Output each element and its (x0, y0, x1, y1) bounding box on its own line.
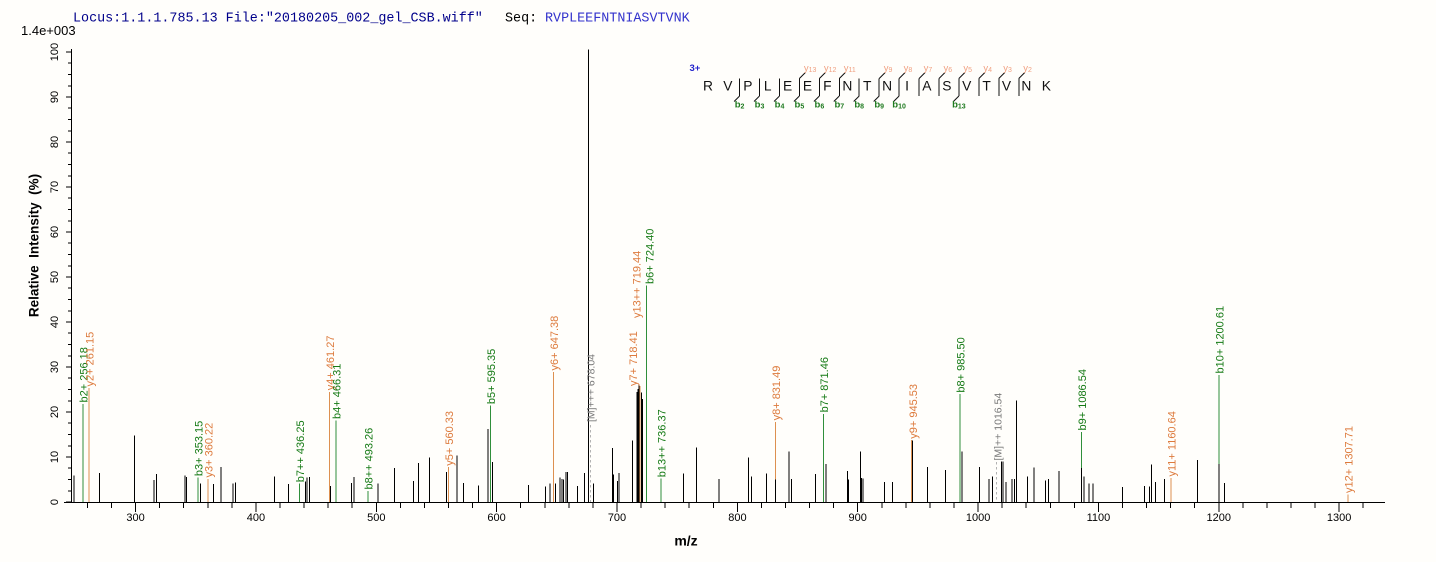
svg-text:b9: b9 (874, 100, 884, 111)
svg-text:y11: y11 (844, 63, 856, 74)
svg-text:S: S (942, 79, 951, 94)
svg-text:y6+ 647.38: y6+ 647.38 (549, 316, 561, 371)
svg-text:500: 500 (367, 512, 385, 524)
svg-text:600: 600 (487, 512, 505, 524)
svg-text:30: 30 (49, 361, 61, 373)
svg-text:K: K (1042, 79, 1052, 94)
svg-text:[M]++ 1016.54: [M]++ 1016.54 (993, 393, 1005, 461)
svg-text:y4: y4 (983, 63, 992, 74)
svg-text:1000: 1000 (966, 512, 990, 524)
svg-text:y7+ 718.41: y7+ 718.41 (628, 331, 640, 386)
svg-text:50: 50 (49, 271, 61, 283)
svg-text:b2: b2 (735, 100, 745, 111)
svg-text:y5: y5 (963, 63, 972, 74)
svg-text:I: I (905, 79, 909, 94)
svg-text:y9+ 945.53: y9+ 945.53 (908, 384, 920, 439)
svg-text:b4: b4 (775, 100, 785, 111)
svg-text:y11+ 1160.64: y11+ 1160.64 (1166, 411, 1178, 476)
svg-text:N: N (1021, 79, 1031, 94)
svg-text:80: 80 (49, 136, 61, 148)
svg-text:y2+ 261.15: y2+ 261.15 (84, 332, 96, 387)
svg-text:F: F (823, 79, 831, 94)
svg-text:10: 10 (49, 451, 61, 463)
svg-text:1.4e+003: 1.4e+003 (21, 23, 76, 38)
svg-text:900: 900 (849, 512, 867, 524)
svg-text:Locus:1.1.1.785.13 File:"20180: Locus:1.1.1.785.13 File:"20180205_002_ge… (73, 12, 691, 27)
svg-text:90: 90 (49, 91, 61, 103)
svg-text:V: V (1002, 79, 1012, 94)
svg-text:y3: y3 (1003, 63, 1012, 74)
svg-text:3+: 3+ (690, 63, 701, 74)
svg-text:b8: b8 (854, 100, 864, 111)
svg-text:y12+ 1307.71: y12+ 1307.71 (1344, 426, 1356, 493)
svg-text:b3+ 353.15: b3+ 353.15 (194, 421, 206, 476)
svg-text:1100: 1100 (1087, 512, 1111, 524)
svg-text:y8: y8 (904, 63, 913, 74)
svg-text:y7: y7 (924, 63, 933, 74)
svg-text:b7++ 436.25: b7++ 436.25 (295, 420, 307, 482)
svg-text:700: 700 (608, 512, 626, 524)
svg-text:A: A (922, 79, 932, 94)
svg-text:b2+ 256.18: b2+ 256.18 (78, 347, 90, 402)
svg-text:y9: y9 (884, 63, 893, 74)
svg-text:N: N (842, 79, 852, 94)
svg-text:b6+ 724.40: b6+ 724.40 (644, 229, 656, 284)
svg-text:P: P (743, 79, 752, 94)
svg-text:N: N (882, 79, 892, 94)
svg-text:40: 40 (49, 316, 61, 328)
svg-text:400: 400 (247, 512, 265, 524)
svg-text:V: V (962, 79, 972, 94)
svg-text:m/z: m/z (674, 533, 697, 549)
svg-text:b5: b5 (795, 100, 805, 111)
svg-text:b7+ 871.46: b7+ 871.46 (819, 357, 831, 412)
svg-text:b13: b13 (952, 100, 966, 111)
svg-text:T: T (863, 79, 872, 94)
svg-text:b3: b3 (755, 100, 765, 111)
svg-text:b5+ 595.35: b5+ 595.35 (486, 349, 498, 404)
svg-text:T: T (982, 79, 991, 94)
svg-text:b10: b10 (892, 100, 906, 111)
svg-text:60: 60 (49, 226, 61, 238)
svg-text:b8+ 985.50: b8+ 985.50 (956, 337, 968, 392)
svg-text:[M]+++ 678.04: [M]+++ 678.04 (586, 354, 598, 422)
svg-text:y4+ 461.27: y4+ 461.27 (325, 336, 337, 391)
svg-text:y13: y13 (804, 63, 817, 74)
svg-text:R: R (703, 79, 713, 94)
svg-text:y8+ 831.49: y8+ 831.49 (771, 366, 783, 421)
svg-text:y3+ 360.22: y3+ 360.22 (204, 423, 216, 478)
svg-text:y13++ 719.44: y13++ 719.44 (632, 251, 644, 318)
svg-text:V: V (723, 79, 733, 94)
svg-text:L: L (764, 79, 772, 94)
svg-text:b8++ 493.26: b8++ 493.26 (364, 428, 376, 490)
svg-text:E: E (803, 79, 812, 94)
svg-text:Relative Intensity (%): Relative Intensity (%) (27, 174, 42, 317)
svg-text:300: 300 (126, 512, 144, 524)
svg-text:20: 20 (49, 406, 61, 418)
svg-text:b9+ 1086.54: b9+ 1086.54 (1077, 369, 1089, 430)
svg-text:100: 100 (49, 43, 61, 61)
svg-text:E: E (783, 79, 792, 94)
svg-text:b6: b6 (815, 100, 825, 111)
svg-text:1300: 1300 (1327, 512, 1351, 524)
svg-text:y5+ 560.33: y5+ 560.33 (444, 411, 456, 466)
svg-text:y2: y2 (1023, 63, 1032, 74)
svg-text:b7: b7 (834, 100, 844, 111)
svg-text:70: 70 (49, 181, 61, 193)
svg-text:b4+ 466.31: b4+ 466.31 (331, 364, 343, 419)
svg-text:800: 800 (728, 512, 746, 524)
svg-text:1200: 1200 (1207, 512, 1231, 524)
svg-text:b10+ 1200.61: b10+ 1200.61 (1215, 306, 1227, 374)
svg-text:b13++ 736.37: b13++ 736.37 (656, 409, 668, 477)
svg-text:0: 0 (49, 499, 61, 505)
svg-text:y6: y6 (944, 63, 953, 74)
svg-text:y12: y12 (824, 63, 837, 74)
